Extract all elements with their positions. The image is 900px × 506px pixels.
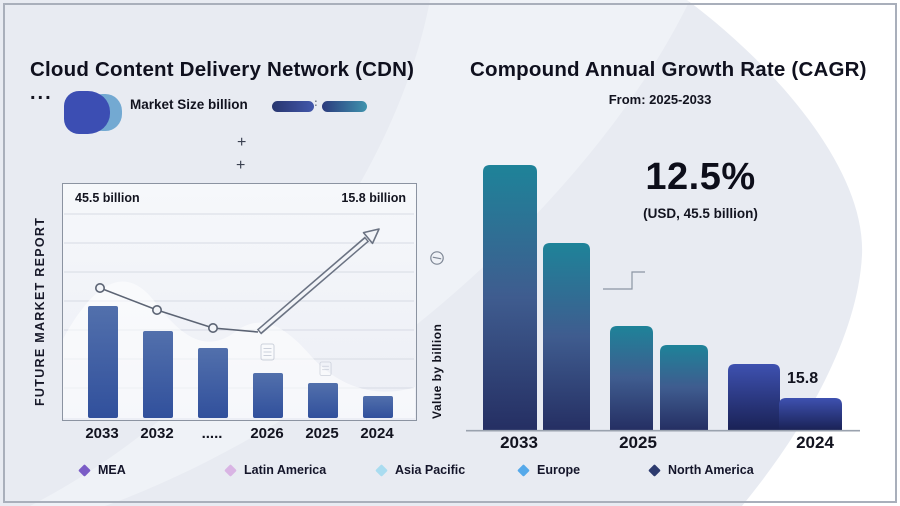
cagr-bar-2025-1 (610, 326, 653, 430)
title-overflow-ellipsis: ... (30, 82, 53, 104)
start-value-label: 45.5 billion (75, 191, 140, 205)
market-size-x-axis: 2033 2032..... 2026 2025 2024 (74, 425, 404, 445)
database-cylinder-icon (64, 91, 122, 134)
x-tick-label: 2024 (796, 433, 834, 452)
step-bracket-line (603, 271, 645, 290)
pill-separator: : (314, 97, 318, 109)
x-tick-label: ..... (201, 425, 223, 442)
cagr-title: Compound Annual Growth Rate (CAGR) (470, 58, 867, 81)
legend-diamond-icon (78, 463, 91, 477)
cagr-value: 12.5% (645, 156, 756, 198)
cylinder-body (64, 91, 110, 134)
market-size-chart-panel: 45.5 billion 15.8 billion (62, 183, 417, 421)
circle-minus-icon (430, 251, 444, 265)
bar-2033 (88, 306, 118, 418)
legend-item: Europe (517, 463, 581, 477)
legend-label: North America (668, 463, 754, 477)
page-title: Cloud Content Delivery Network (CDN) (30, 58, 415, 81)
cagr-subtitle: From: 2025-2033 (608, 92, 712, 107)
cagr-x-axis: 2033 2025 2024 (462, 433, 870, 455)
end-value-label: 15.8 billion (341, 191, 406, 205)
legend-diamond-icon (375, 463, 388, 477)
legend-item: Asia Pacific (375, 463, 466, 477)
cagr-bar-2024-1 (728, 364, 780, 430)
x-tick-label: 2026 (250, 425, 284, 442)
cagr-chart (466, 165, 860, 432)
bar-..... (198, 348, 228, 418)
legend-label: MEA (98, 463, 126, 477)
market-size-chart (63, 213, 415, 418)
y-axis-label-value-by-billion: Value by billion (430, 323, 444, 419)
x-tick-label: 2033 (500, 433, 538, 452)
cagr-bar-2033-1 (483, 165, 537, 430)
x-tick-label: 2024 (360, 425, 394, 442)
bar-2025 (308, 383, 338, 418)
bar-2032 (143, 331, 173, 418)
market-size-label: Market Size billion (130, 97, 248, 112)
cagr-bar-2024-2 (779, 398, 842, 430)
plus-mark-icon: + (236, 157, 246, 174)
ghost-clipboard-icon (319, 361, 332, 377)
legend-label: Europe (537, 463, 581, 477)
legend-diamond-icon (517, 463, 530, 477)
legend-diamond-icon (648, 463, 661, 477)
capsule-pill-icon-left (272, 101, 314, 112)
x-tick-label: 2025 (305, 425, 339, 442)
legend-label: Asia Pacific (395, 463, 466, 477)
legend-item: North America (648, 463, 754, 477)
x-tick-label: 2033 (85, 425, 119, 442)
data-label-2024: 15.8 (787, 370, 819, 387)
cagr-bar-2033-2 (543, 243, 590, 430)
capsule-pill-icon-right (322, 101, 367, 112)
x-tick-label: 2032 (140, 425, 174, 442)
region-legend: MEA Latin America Asia Pacific Europe No… (0, 463, 900, 483)
cagr-detail: (USD, 45.5 billion) (643, 206, 758, 221)
bar-gap (653, 345, 660, 393)
plus-mark-icon: + (237, 134, 247, 151)
side-label-future-market-report: FUTURE MARKET REPORT (33, 216, 47, 406)
cagr-bars (483, 165, 842, 430)
bar-gap (537, 243, 543, 378)
ghost-clipboard-icon (260, 343, 275, 361)
legend-label: Latin America (244, 463, 327, 477)
x-tick-label: 2025 (619, 433, 657, 452)
trend-line (94, 283, 259, 334)
cagr-bar-2025-2 (660, 345, 708, 430)
growth-arrow-icon (256, 228, 380, 335)
legend-diamond-icon (224, 463, 237, 477)
bar-2024 (363, 396, 393, 418)
bar-2026 (253, 373, 283, 418)
market-size-bars (88, 306, 393, 418)
legend-item: MEA (78, 463, 126, 477)
legend-item: Latin America (224, 463, 327, 477)
